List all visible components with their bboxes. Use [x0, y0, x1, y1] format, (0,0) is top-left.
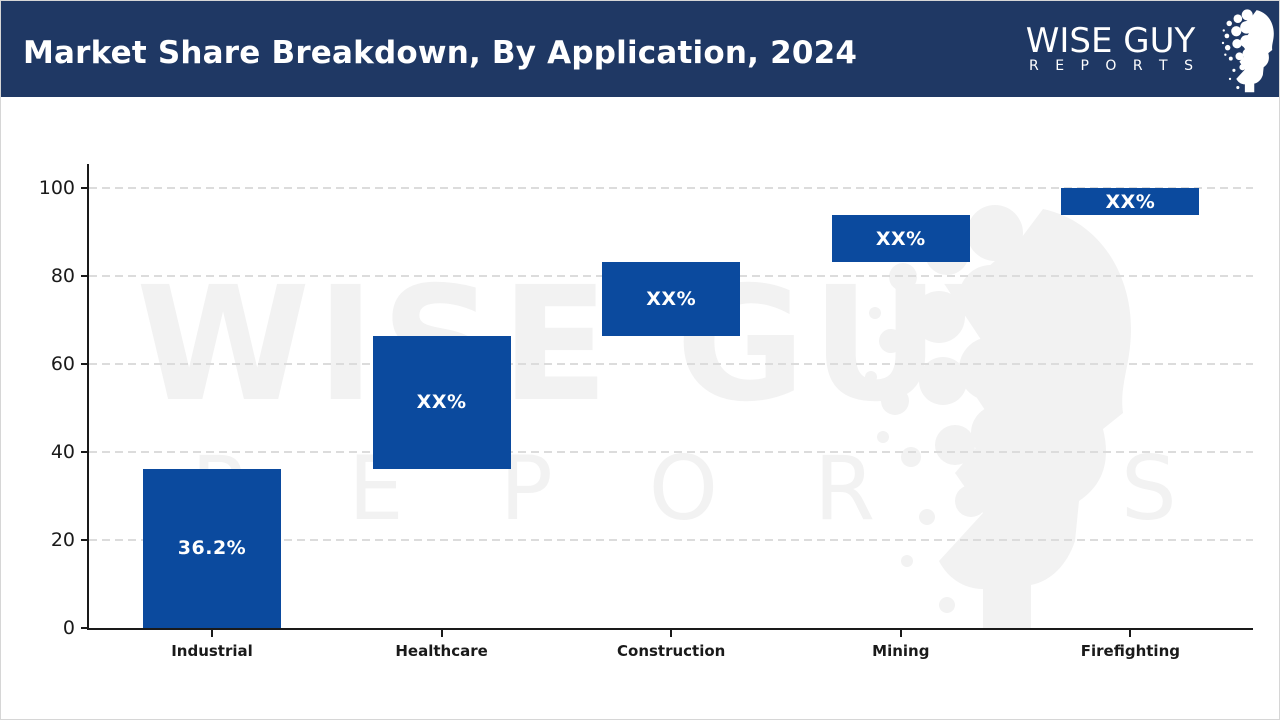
bar-construction: XX%: [602, 261, 741, 336]
category-label-industrial: Industrial: [171, 642, 253, 660]
wiseguy-reports-logo: WISE GUY R E P O R T S: [1023, 1, 1273, 97]
bar-firefighting: XX%: [1061, 188, 1200, 216]
y-tick-label-40: 40: [50, 441, 75, 463]
y-tickmark-0: [81, 627, 89, 629]
chart-title: Market Share Breakdown, By Application, …: [23, 35, 858, 71]
x-tickmark-firefighting: [1129, 629, 1132, 637]
bar-value-label: XX%: [646, 287, 697, 310]
y-tick-label-100: 100: [38, 177, 75, 199]
gridline-20: [89, 539, 1253, 541]
y-tick-label-80: 80: [50, 265, 75, 287]
bar-value-label: 36.2%: [177, 537, 247, 560]
gridline-60: [89, 363, 1253, 365]
y-tick-label-20: 20: [50, 529, 75, 551]
x-tickmark-healthcare: [440, 629, 443, 637]
logo-wordmark: WISE GUY: [1025, 21, 1196, 61]
y-tick-label-0: 0: [62, 617, 75, 639]
bar-value-label: XX%: [1105, 190, 1156, 213]
y-tickmark-80: [81, 275, 89, 277]
bar-industrial: 36.2%: [143, 468, 281, 628]
y-axis-line: [87, 164, 89, 630]
bar-value-label: XX%: [416, 391, 467, 414]
y-tick-label-60: 60: [50, 353, 75, 375]
y-tickmark-40: [81, 451, 89, 453]
gridline-100: [89, 187, 1253, 189]
category-label-healthcare: Healthcare: [395, 642, 488, 660]
y-tickmark-20: [81, 539, 89, 541]
x-tickmark-construction: [670, 629, 673, 637]
logo-head-icon: [1219, 7, 1277, 93]
bar-value-label: XX%: [875, 227, 926, 250]
y-tickmark-60: [81, 363, 89, 365]
logo-subtext: R E P O R T S: [1029, 58, 1199, 74]
category-label-construction: Construction: [617, 642, 726, 660]
bar-mining: XX%: [831, 215, 970, 262]
category-label-mining: Mining: [872, 642, 930, 660]
header-banner: Market Share Breakdown, By Application, …: [1, 1, 1279, 97]
bar-healthcare: XX%: [372, 335, 511, 469]
watermark-text-line1: WISE GUY: [136, 253, 1067, 437]
x-tickmark-mining: [899, 629, 902, 637]
x-tickmark-industrial: [211, 629, 213, 637]
category-label-firefighting: Firefighting: [1080, 642, 1180, 660]
x-axis-line: [87, 628, 1253, 630]
gridline-40: [89, 451, 1253, 453]
y-tickmark-100: [81, 187, 89, 189]
